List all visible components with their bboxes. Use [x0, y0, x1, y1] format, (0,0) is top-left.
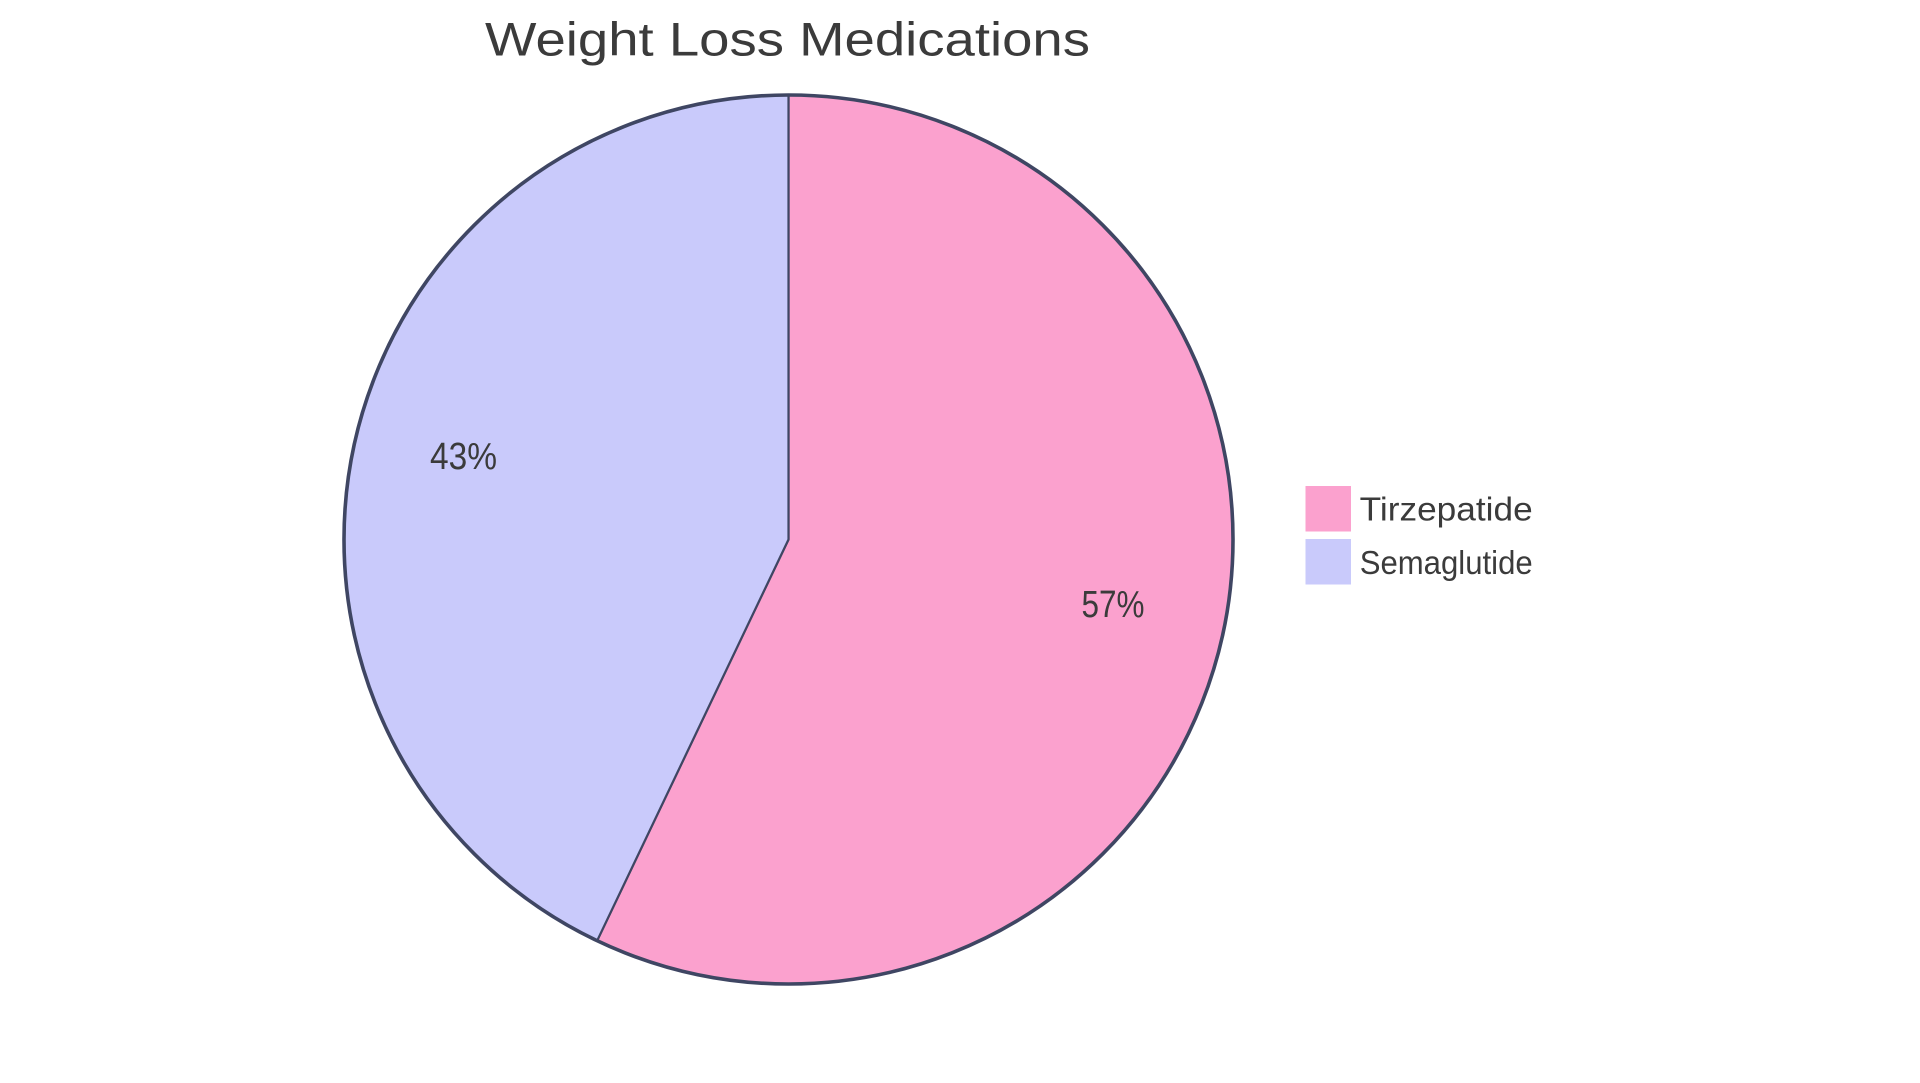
svg-text:Tirzepatide: Tirzepatide — [1360, 492, 1533, 529]
svg-text:Semaglutide: Semaglutide — [1360, 545, 1533, 582]
svg-text:57%: 57% — [1082, 584, 1145, 626]
svg-text:Weight Loss Medications: Weight Loss Medications — [485, 13, 1090, 66]
svg-text:43%: 43% — [430, 436, 497, 478]
